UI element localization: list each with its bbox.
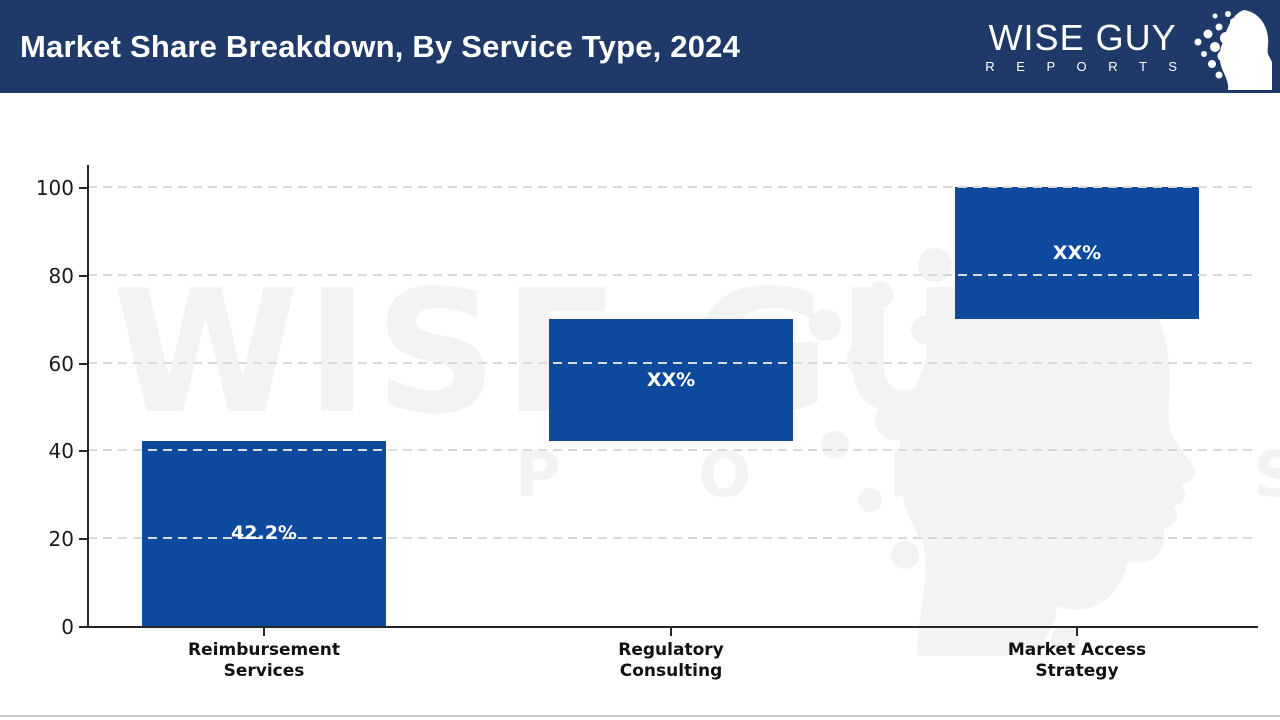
gridline xyxy=(88,273,1258,276)
bar-value-label: XX% xyxy=(1052,241,1102,264)
chart-bar xyxy=(549,318,793,441)
brand-wordmark: WISE GUY R E P O R T S xyxy=(979,17,1186,75)
x-tick-mark xyxy=(263,628,265,636)
category-label: Market Access Strategy xyxy=(1007,640,1147,682)
brand-face-icon xyxy=(1194,10,1272,90)
gridline xyxy=(88,361,1258,364)
bottom-divider xyxy=(0,715,1280,717)
y-tick-label: 100 xyxy=(35,176,74,200)
y-tick-mark xyxy=(79,626,87,628)
category-label: Regulatory Consulting xyxy=(618,640,724,682)
x-tick-mark xyxy=(1076,628,1078,636)
y-tick-label: 40 xyxy=(48,439,74,464)
brand-subtitle: R E P O R T S xyxy=(985,59,1186,74)
bar-value-label: XX% xyxy=(646,368,696,391)
category-label: Reimbursement Services xyxy=(188,640,340,682)
y-axis-line xyxy=(87,165,89,628)
chart-bar xyxy=(955,187,1199,319)
page-title: Market Share Breakdown, By Service Type,… xyxy=(20,28,741,64)
y-tick-mark xyxy=(79,538,87,541)
x-axis-line xyxy=(87,626,1258,628)
brand-name: WISE GUY xyxy=(988,17,1177,58)
gridline xyxy=(88,186,1258,188)
chart-bar xyxy=(142,440,386,626)
y-tick-mark xyxy=(79,274,87,277)
x-tick-mark xyxy=(670,628,672,636)
brand-logo: WISE GUY R E P O R T S xyxy=(985,4,1272,90)
y-tick-label: 80 xyxy=(48,263,74,288)
y-tick-label: 0 xyxy=(61,615,74,639)
y-tick-label: 20 xyxy=(48,527,74,552)
gridline xyxy=(88,537,1258,540)
y-tick-mark xyxy=(79,450,87,453)
header: Market Share Breakdown, By Service Type,… xyxy=(0,0,1280,93)
gridline xyxy=(88,449,1258,452)
y-tick-label: 60 xyxy=(48,351,74,376)
y-tick-mark xyxy=(79,187,87,189)
bar-value-label: 42.2% xyxy=(231,522,297,545)
y-tick-mark xyxy=(79,362,87,365)
